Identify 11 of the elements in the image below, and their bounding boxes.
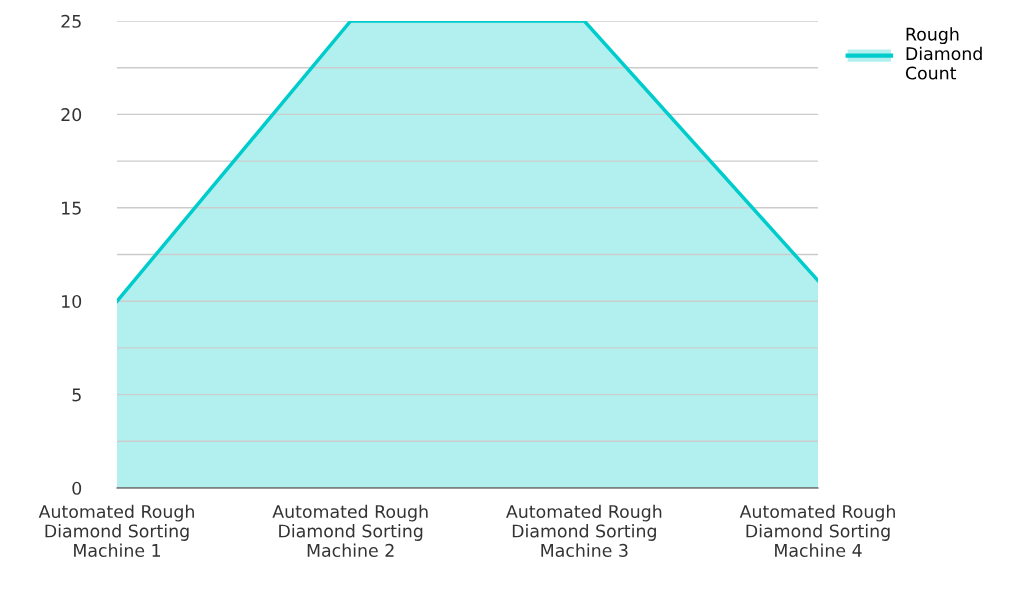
x-tick-label: Automated Rough Diamond Sorting Machine 4 [739,504,895,557]
legend-label: Rough Diamond Count [905,27,982,80]
x-tick-label: Automated Rough Diamond Sorting Machine 3 [506,504,662,557]
y-tick-label: 5 [72,388,81,402]
y-tick-label: 15 [62,201,81,215]
y-tick-label: 25 [61,14,81,28]
x-tick-label: Automated Rough Diamond Sorting Machine 2 [272,504,428,557]
y-tick-label: 0 [72,481,82,495]
x-tick-label: Automated Rough Diamond Sorting Machine 1 [38,504,194,557]
y-tick-label: 10 [62,294,82,309]
y-tick-label: 20 [61,108,82,122]
